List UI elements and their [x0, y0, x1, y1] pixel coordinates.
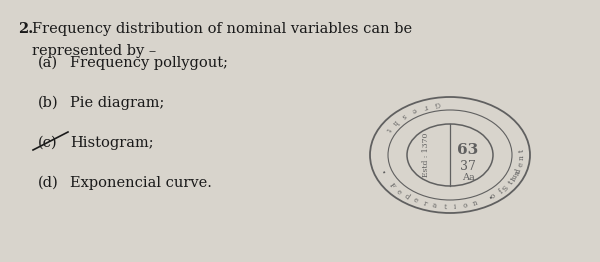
Text: d: d: [514, 167, 523, 174]
Text: r: r: [422, 199, 428, 208]
Text: f: f: [497, 188, 505, 195]
Text: Exponencial curve.: Exponencial curve.: [70, 176, 212, 190]
Text: a: a: [431, 201, 437, 210]
Text: n: n: [472, 199, 479, 208]
Text: Estd : 1370: Estd : 1370: [422, 133, 430, 177]
Text: •: •: [378, 170, 387, 176]
Text: Pie diagram;: Pie diagram;: [70, 96, 164, 110]
Text: e: e: [517, 161, 525, 167]
Text: n: n: [513, 169, 522, 176]
Text: t: t: [518, 149, 526, 152]
Text: n: n: [518, 155, 526, 160]
Text: Aa: Aa: [461, 172, 475, 182]
Text: h: h: [391, 117, 400, 126]
Text: o: o: [463, 201, 469, 210]
Text: t: t: [383, 126, 392, 132]
Text: I: I: [509, 177, 518, 183]
Text: t: t: [443, 203, 446, 211]
Text: (c): (c): [38, 136, 58, 150]
Text: (d): (d): [38, 176, 59, 190]
Text: represented by –: represented by –: [32, 44, 156, 58]
Text: Frequency pollygout;: Frequency pollygout;: [70, 56, 228, 70]
Text: e: e: [395, 187, 403, 196]
Text: (b): (b): [38, 96, 59, 110]
Text: G: G: [434, 99, 441, 108]
Text: Frequency distribution of nominal variables can be: Frequency distribution of nominal variab…: [32, 22, 412, 36]
Text: F: F: [388, 182, 397, 190]
Text: o: o: [489, 192, 497, 201]
Text: t: t: [506, 179, 515, 186]
Text: S: S: [500, 184, 510, 193]
Text: e: e: [410, 106, 418, 114]
Text: •: •: [487, 193, 496, 202]
Text: 63: 63: [457, 143, 479, 157]
Text: 2.: 2.: [18, 22, 33, 36]
Text: d: d: [403, 192, 411, 201]
Text: (a): (a): [38, 56, 58, 70]
Text: s: s: [400, 111, 407, 119]
Text: u: u: [511, 173, 520, 181]
Text: 37: 37: [460, 160, 476, 172]
Text: e: e: [412, 196, 419, 205]
Text: r: r: [422, 102, 428, 111]
Text: i: i: [454, 203, 457, 211]
Text: Histogram;: Histogram;: [70, 136, 154, 150]
